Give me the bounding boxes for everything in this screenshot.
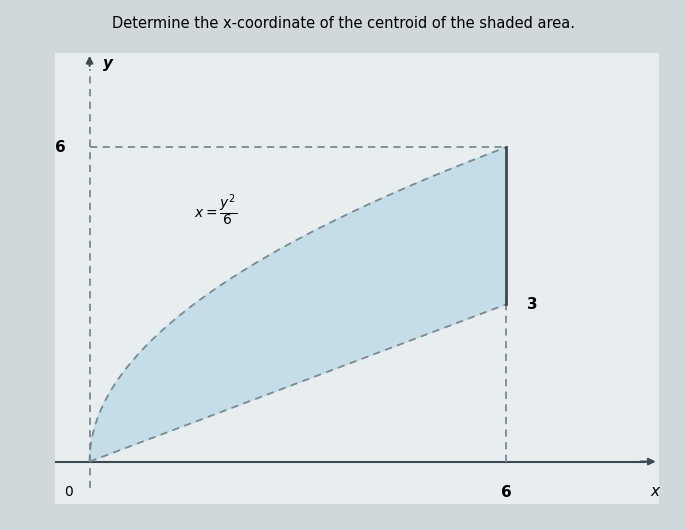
- Text: y: y: [104, 56, 113, 70]
- Text: 3: 3: [527, 297, 537, 312]
- Text: 6: 6: [501, 485, 511, 500]
- Polygon shape: [90, 147, 506, 462]
- Text: 0: 0: [64, 485, 73, 499]
- Text: x: x: [650, 483, 660, 499]
- Text: Determine the x-coordinate of the centroid of the shaded area.: Determine the x-coordinate of the centro…: [112, 16, 574, 31]
- Text: 6: 6: [55, 140, 65, 155]
- Text: $x=\dfrac{y^2}{6}$: $x=\dfrac{y^2}{6}$: [193, 192, 237, 228]
